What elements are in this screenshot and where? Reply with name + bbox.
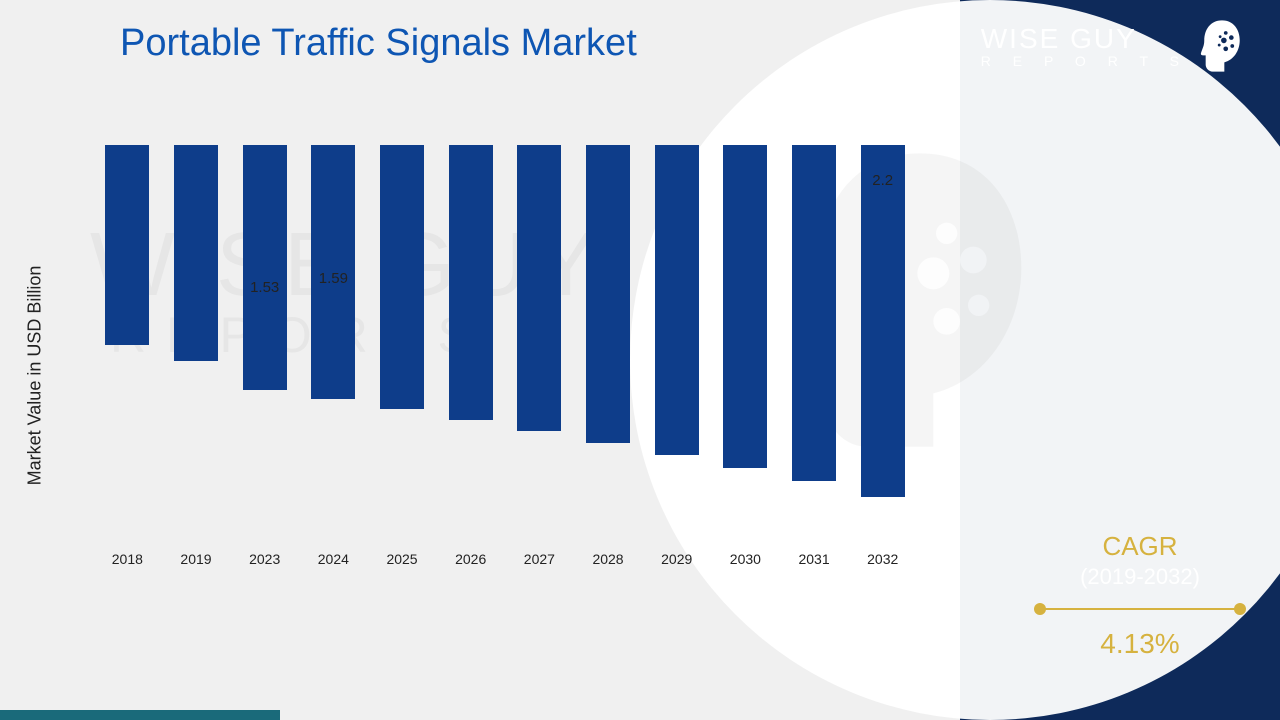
- bar-chart: Market Value in USD Billion 201820191.53…: [45, 145, 915, 585]
- cagr-divider: [1040, 608, 1240, 610]
- x-axis-tick: 2027: [524, 551, 555, 567]
- cagr-title: CAGR: [1040, 531, 1240, 562]
- x-axis-tick: 2029: [661, 551, 692, 567]
- bar-group: 1.592024: [301, 145, 366, 545]
- cagr-value: 4.13%: [1040, 628, 1240, 660]
- cagr-period: (2019-2032): [1040, 564, 1240, 590]
- x-axis-tick: 2019: [180, 551, 211, 567]
- bar: [174, 145, 218, 361]
- bar: [105, 145, 149, 345]
- bar: [586, 145, 630, 443]
- bar-group: 2028: [576, 145, 641, 545]
- bar-group: 1.532023: [232, 145, 297, 545]
- bar: [861, 145, 905, 497]
- bar-group: 2018: [95, 145, 160, 545]
- x-axis-tick: 2024: [318, 551, 349, 567]
- logo-line2: R E P O R T S: [981, 53, 1188, 69]
- bar-value-label: 1.59: [319, 270, 348, 287]
- bar-value-label: 1.53: [250, 279, 279, 296]
- bar-group: 2026: [438, 145, 503, 545]
- x-axis-tick: 2026: [455, 551, 486, 567]
- bar: [517, 145, 561, 431]
- logo-line1: WISE GUY: [981, 23, 1188, 55]
- bar-group: 2031: [782, 145, 847, 545]
- bar: [723, 145, 767, 468]
- brand-logo: WISE GUY R E P O R T S: [981, 18, 1250, 74]
- plot-area: 201820191.5320231.5920242025202620272028…: [95, 145, 915, 545]
- bar-group: 2019: [164, 145, 229, 545]
- bar-group: 2027: [507, 145, 572, 545]
- chart-title: Portable Traffic Signals Market: [120, 22, 637, 65]
- y-axis-label: Market Value in USD Billion: [25, 266, 46, 486]
- bottom-accent-bar: [0, 710, 280, 720]
- x-axis-tick: 2018: [112, 551, 143, 567]
- x-axis-tick: 2032: [867, 551, 898, 567]
- bar: [449, 145, 493, 420]
- x-axis-tick: 2031: [798, 551, 829, 567]
- cagr-panel: CAGR (2019-2032) 4.13%: [1040, 531, 1240, 660]
- bar-group: 2025: [370, 145, 435, 545]
- bar-group: 2.22032: [850, 145, 915, 545]
- bar: [792, 145, 836, 481]
- x-axis-tick: 2030: [730, 551, 761, 567]
- x-axis-tick: 2025: [386, 551, 417, 567]
- bar: [243, 145, 287, 390]
- x-axis-tick: 2023: [249, 551, 280, 567]
- bar-group: 2030: [713, 145, 778, 545]
- x-axis-tick: 2028: [592, 551, 623, 567]
- bar-value-label: 2.2: [872, 172, 893, 189]
- bar: [380, 145, 424, 409]
- logo-head-icon: [1194, 18, 1250, 74]
- bar: [655, 145, 699, 455]
- bar-group: 2029: [644, 145, 709, 545]
